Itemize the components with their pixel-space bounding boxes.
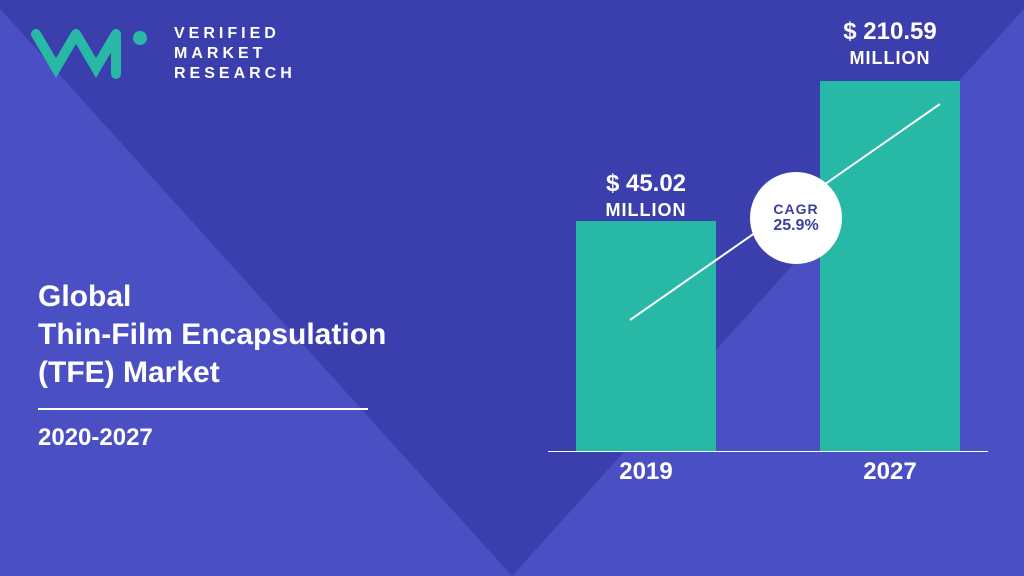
bar-2027-label: $ 210.59 MILLION bbox=[800, 18, 980, 69]
title-block: Global Thin-Film Encapsulation (TFE) Mar… bbox=[38, 280, 386, 452]
bar-2019-amount: $ 45.02 bbox=[556, 170, 736, 198]
bar-2027-unit: MILLION bbox=[800, 48, 980, 69]
year-label-2027: 2027 bbox=[820, 458, 960, 486]
logo-text-line3: RESEARCH bbox=[174, 64, 296, 84]
title-line1: Global bbox=[38, 280, 386, 314]
title-line3: (TFE) Market bbox=[38, 356, 386, 390]
cagr-badge: CAGR 25.9% bbox=[750, 172, 842, 264]
logo-text-line2: MARKET bbox=[174, 44, 296, 64]
bar-2027-amount: $ 210.59 bbox=[800, 18, 980, 46]
bar-2019-label: $ 45.02 MILLION bbox=[556, 170, 736, 221]
title-line2: Thin-Film Encapsulation bbox=[38, 318, 386, 352]
bar-2027-rect bbox=[820, 81, 960, 451]
year-label-2019: 2019 bbox=[576, 458, 716, 486]
logo-text-line1: VERIFIED bbox=[174, 24, 296, 44]
x-axis bbox=[548, 451, 988, 452]
logo-text: VERIFIED MARKET RESEARCH bbox=[174, 24, 296, 84]
bar-2019-unit: MILLION bbox=[556, 200, 736, 221]
years-range: 2020-2027 bbox=[38, 424, 386, 452]
bar-chart: $ 45.02 MILLION $ 210.59 MILLION 2019 20… bbox=[548, 20, 988, 490]
cagr-value: 25.9% bbox=[773, 217, 818, 235]
bar-2019 bbox=[576, 221, 716, 451]
cagr-label: CAGR bbox=[773, 201, 818, 217]
title-divider bbox=[38, 408, 368, 410]
bar-2019-rect bbox=[576, 221, 716, 451]
logo: VERIFIED MARKET RESEARCH bbox=[30, 24, 296, 84]
bar-2027 bbox=[820, 81, 960, 451]
logo-mark-icon bbox=[30, 28, 160, 80]
